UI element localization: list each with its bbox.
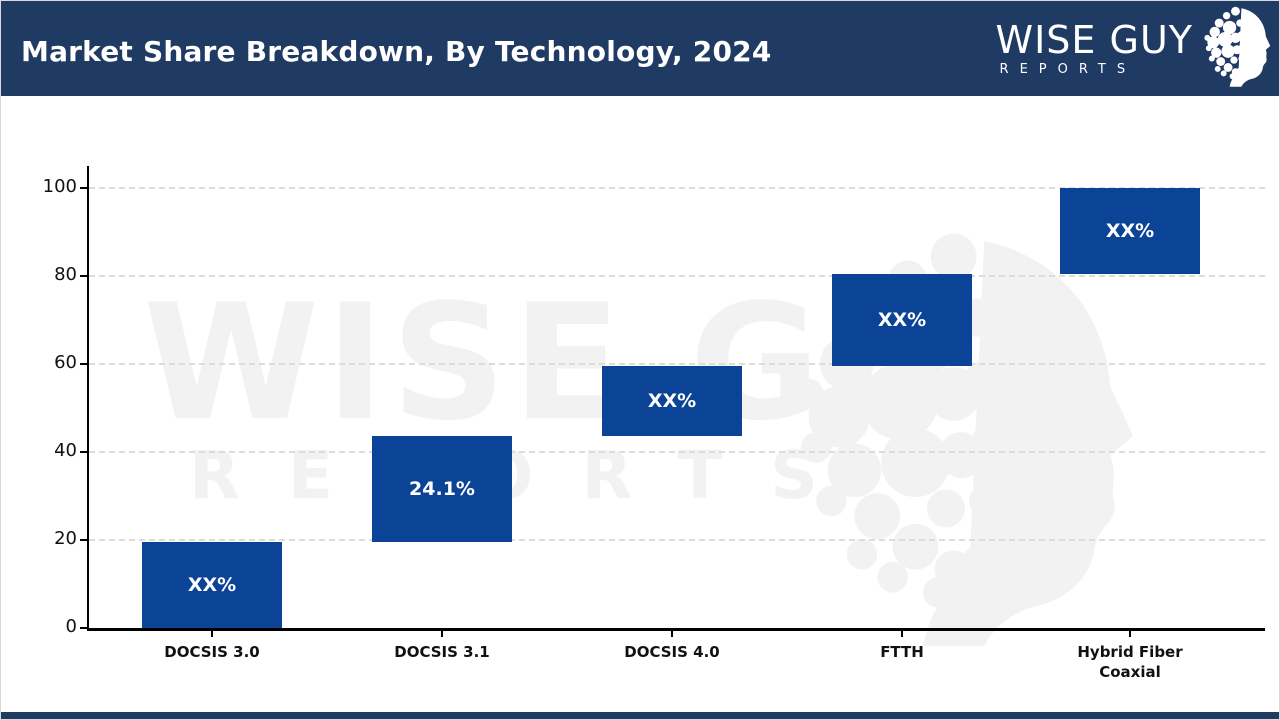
bar-docsis-4-0: XX% [602, 366, 742, 437]
x-tick-mark-docsis-3-0 [211, 631, 213, 637]
x-category-label-ftth: FTTH [880, 643, 924, 661]
footer-rule [1, 712, 1279, 719]
header: Market Share Breakdown, By Technology, 2… [1, 1, 1279, 96]
chart-canvas: 0 20 40 60 80 100 XX% DOCSIS 3.0 24.1% DOCSIS 3.1… [1, 96, 1279, 714]
bar-hybrid-fiber-coaxial: XX% [1060, 188, 1200, 274]
x-category-label-docsis-3-0: DOCSIS 3.0 [164, 643, 260, 661]
y-tick-label-20: 20 [54, 528, 77, 549]
brand-wordmark: WISE GUY [995, 17, 1193, 62]
face-logo-icon [1197, 5, 1271, 91]
grid-line-100 [89, 187, 1265, 189]
y-tick-label-80: 80 [54, 264, 77, 285]
y-tick-label-0: 0 [65, 616, 77, 637]
x-category-label-docsis-4-0: DOCSIS 4.0 [624, 643, 720, 661]
y-tick-label-60: 60 [54, 352, 77, 373]
y-tick-mark-0 [80, 627, 87, 629]
bar-ftth: XX% [832, 273, 972, 367]
brand-reports-label: REPORTS [999, 62, 1137, 78]
y-tick-mark-40 [80, 451, 87, 453]
grid-line-80 [89, 275, 1265, 277]
page-title: Market Share Breakdown, By Technology, 2… [21, 35, 772, 68]
bar-docsis-3-0: XX% [142, 542, 282, 628]
y-tick-label-40: 40 [54, 440, 77, 461]
bar-docsis-3-1: 24.1% [372, 436, 512, 543]
y-tick-label-100: 100 [42, 176, 77, 197]
bar-value-label-docsis-3-1: 24.1% [409, 478, 475, 501]
x-tick-mark-hybrid-fiber-coaxial [1129, 631, 1131, 637]
x-tick-mark-docsis-3-1 [441, 631, 443, 637]
grid-line-40 [89, 451, 1265, 453]
x-tick-mark-docsis-4-0 [671, 631, 673, 637]
grid-line-20 [89, 539, 1265, 541]
x-category-label-docsis-3-1: DOCSIS 3.1 [394, 643, 490, 661]
bar-value-label-hybrid-fiber-coaxial: XX% [1105, 219, 1155, 242]
y-tick-mark-100 [80, 187, 87, 189]
y-axis-line [87, 166, 89, 630]
grid-line-60 [89, 363, 1265, 365]
y-tick-mark-80 [80, 275, 87, 277]
x-category-label-hybrid-fiber-coaxial: Hybrid Fiber Coaxial [1077, 643, 1183, 682]
x-axis-line [87, 628, 1265, 631]
x-tick-mark-ftth [901, 631, 903, 637]
y-tick-mark-60 [80, 363, 87, 365]
bar-value-label-docsis-3-0: XX% [187, 574, 237, 597]
bar-value-label-ftth: XX% [877, 308, 927, 331]
brand-logo: WISE GUY REPORTS [996, 5, 1271, 91]
y-tick-mark-20 [80, 539, 87, 541]
bar-value-label-docsis-4-0: XX% [647, 390, 697, 413]
